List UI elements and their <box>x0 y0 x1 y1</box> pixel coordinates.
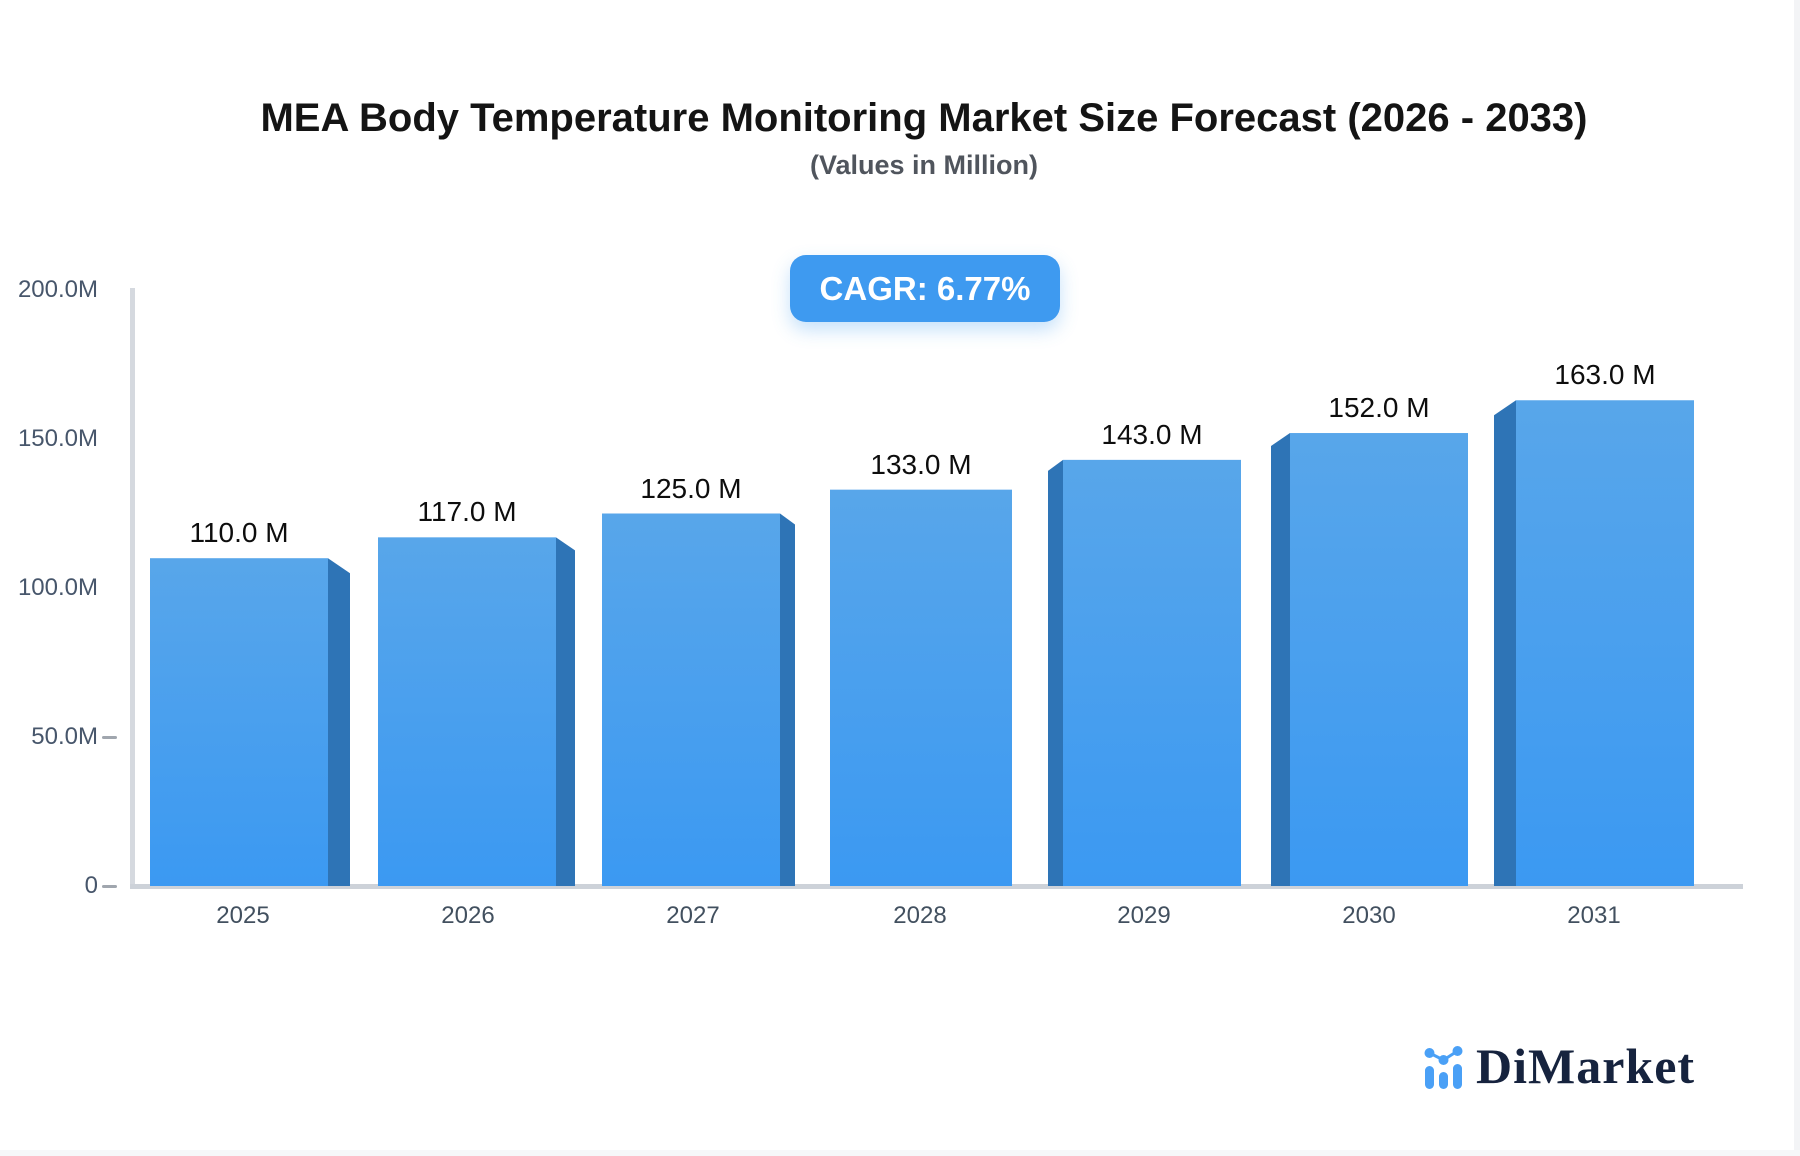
y-axis-line <box>130 288 135 888</box>
bar-side-face <box>780 513 795 886</box>
x-axis-label-2031: 2031 <box>1567 902 1621 929</box>
y-axis-tick <box>102 735 117 739</box>
y-axis-label: 200.0M <box>17 276 98 303</box>
bar-2031[interactable] <box>1516 400 1694 886</box>
x-axis-label-2027: 2027 <box>666 902 720 929</box>
x-axis-line <box>130 884 1743 889</box>
y-axis-label: 50.0M <box>31 723 98 750</box>
bar-side-face <box>1494 400 1516 886</box>
bar-2025[interactable] <box>150 558 328 886</box>
bar-2029[interactable] <box>1063 459 1241 886</box>
bar-2030[interactable] <box>1290 433 1468 886</box>
bar-value-label: 143.0 M <box>1101 418 1203 450</box>
cagr-badge-label: CAGR: 6.77% <box>819 269 1031 307</box>
bar-value-label: 133.0 M <box>870 448 972 480</box>
page-right-edge <box>1794 0 1800 1156</box>
bar-side-face <box>556 537 575 886</box>
bar-2026[interactable] <box>378 537 556 886</box>
bar-side-face <box>1271 433 1290 886</box>
x-axis-label-2028: 2028 <box>893 902 947 929</box>
x-axis-label-2029: 2029 <box>1117 902 1171 929</box>
cagr-badge: CAGR: 6.77% <box>790 255 1060 322</box>
x-axis-label-2026: 2026 <box>441 902 495 929</box>
bar-value-label: 152.0 M <box>1328 392 1430 424</box>
brand-logo: DiMarket <box>1422 1038 1695 1092</box>
bar-2028[interactable] <box>830 489 1012 886</box>
x-axis-label-2030: 2030 <box>1342 902 1396 929</box>
bar-value-label: 125.0 M <box>640 472 742 504</box>
bar-chart-with-trendline-icon <box>1424 1046 1463 1089</box>
page-bottom-edge <box>0 1150 1800 1156</box>
y-axis-label: 0 <box>84 872 98 899</box>
x-axis-label-2025: 2025 <box>216 902 270 929</box>
y-axis-label: 100.0M <box>17 574 98 601</box>
bar-value-label: 163.0 M <box>1554 359 1656 391</box>
chart-subtitle: (Values in Million) <box>809 150 1039 180</box>
bar-value-label: 110.0 M <box>189 517 289 549</box>
bar-2027[interactable] <box>602 513 780 887</box>
y-axis-tick <box>102 884 117 888</box>
bar-side-face <box>328 558 350 886</box>
bar-value-label: 117.0 M <box>417 496 517 528</box>
brand-logo-text: DiMarket <box>1476 1038 1696 1094</box>
y-axis-label: 150.0M <box>17 425 98 452</box>
chart-title: MEA Body Temperature Monitoring Market S… <box>260 96 1588 140</box>
bar-side-face <box>1048 459 1063 886</box>
